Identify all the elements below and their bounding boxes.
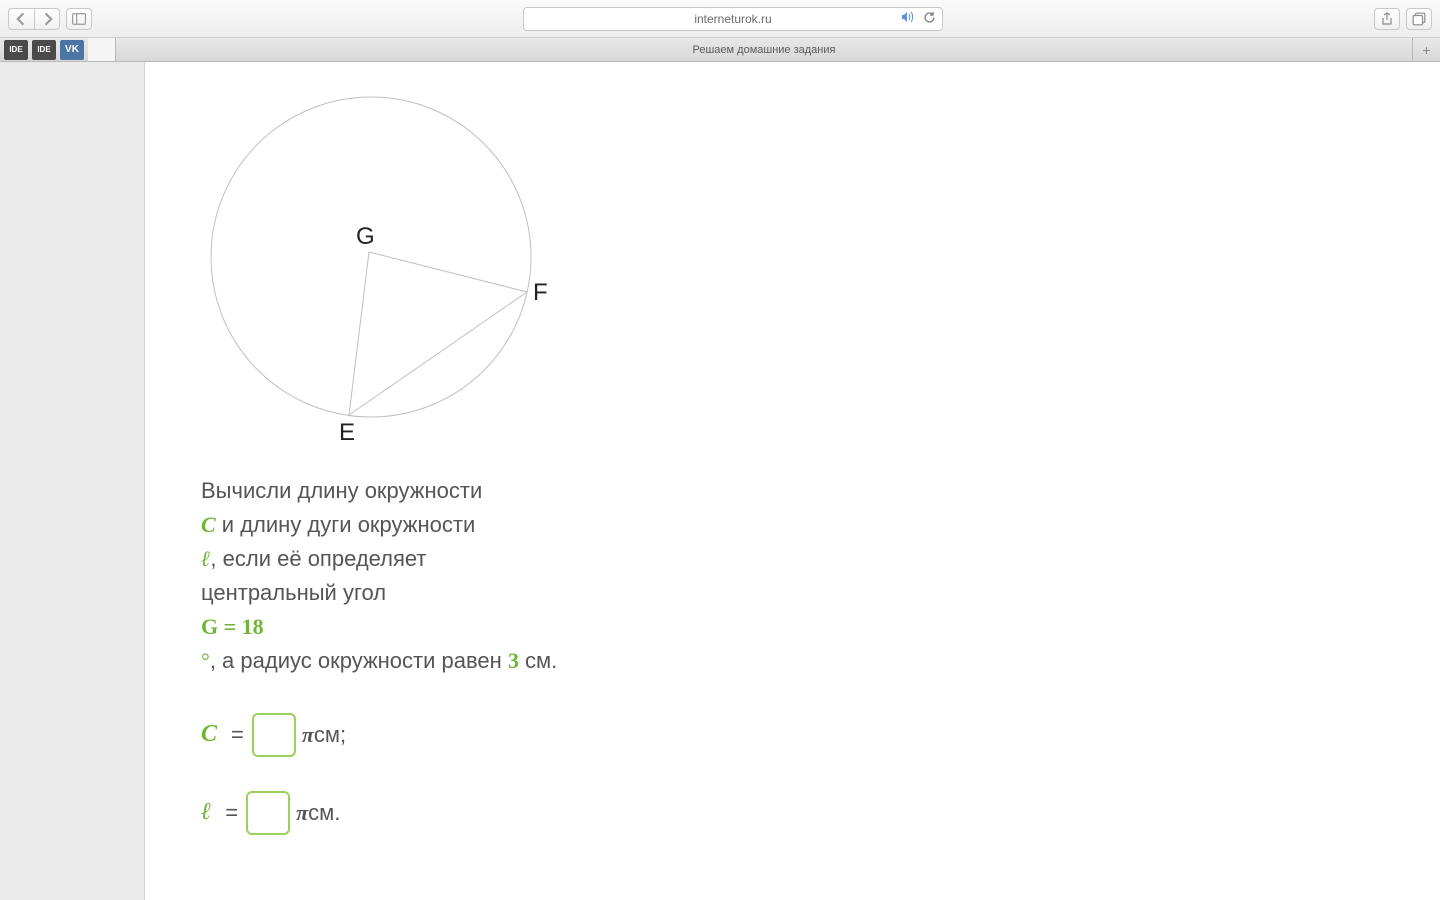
- answer-c-unit: см;: [314, 722, 346, 748]
- line-ge: [349, 252, 369, 415]
- degree-symbol: °: [201, 648, 210, 673]
- problem-content: G F E Вычисли длину окружности C и длину…: [145, 62, 1440, 865]
- radius-value: 3: [508, 648, 519, 673]
- url-text: interneturok.ru: [694, 12, 771, 26]
- diagram-circle: [211, 97, 531, 417]
- content-sheet: G F E Вычисли длину окружности C и длину…: [144, 62, 1440, 900]
- back-button[interactable]: [8, 8, 34, 30]
- label-e: E: [339, 419, 355, 446]
- nav-buttons: [8, 8, 60, 30]
- tab-active[interactable]: Решаем домашние задания: [116, 38, 1412, 61]
- browser-toolbar: interneturok.ru: [0, 0, 1440, 38]
- sidebar-button[interactable]: [66, 8, 92, 30]
- answer-l-input[interactable]: [246, 791, 290, 835]
- address-bar[interactable]: interneturok.ru: [523, 7, 944, 31]
- new-tab-button[interactable]: +: [1412, 38, 1440, 61]
- line-gf: [369, 252, 527, 292]
- answer-l-row: ℓ = π см.: [201, 791, 1384, 835]
- label-f: F: [533, 279, 548, 306]
- reader-audio-icon[interactable]: [901, 11, 915, 26]
- favicon-ide2[interactable]: IDE: [32, 40, 56, 60]
- reload-icon[interactable]: [923, 11, 936, 27]
- line-ef: [349, 292, 527, 415]
- answer-c-input[interactable]: [252, 713, 296, 757]
- tab-blank[interactable]: [88, 38, 116, 61]
- circle-diagram: G F E: [201, 92, 541, 452]
- share-button[interactable]: [1374, 8, 1400, 30]
- answer-c-label: C: [201, 721, 217, 748]
- problem-text: Вычисли длину окружности C и длину дуги …: [201, 474, 721, 679]
- tab-bar: IDE IDE VK Решаем домашние задания +: [0, 38, 1440, 62]
- tabs-button[interactable]: [1406, 8, 1432, 30]
- answer-l-label: ℓ: [201, 799, 211, 826]
- answer-l-unit: см.: [308, 800, 340, 826]
- favicon-ide1[interactable]: IDE: [4, 40, 28, 60]
- forward-button[interactable]: [34, 8, 60, 30]
- var-g-eq: G = 18: [201, 614, 264, 639]
- page-background: G F E Вычисли длину окружности C и длину…: [0, 62, 1440, 900]
- pi-symbol: π: [302, 722, 314, 748]
- answer-c-row: C = π см;: [201, 713, 1384, 757]
- label-g: G: [356, 223, 375, 250]
- favorites-row: IDE IDE VK: [0, 38, 88, 61]
- var-l: ℓ: [201, 546, 210, 571]
- favicon-vk[interactable]: VK: [60, 40, 84, 60]
- var-c: C: [201, 512, 216, 537]
- pi-symbol: π: [296, 800, 308, 826]
